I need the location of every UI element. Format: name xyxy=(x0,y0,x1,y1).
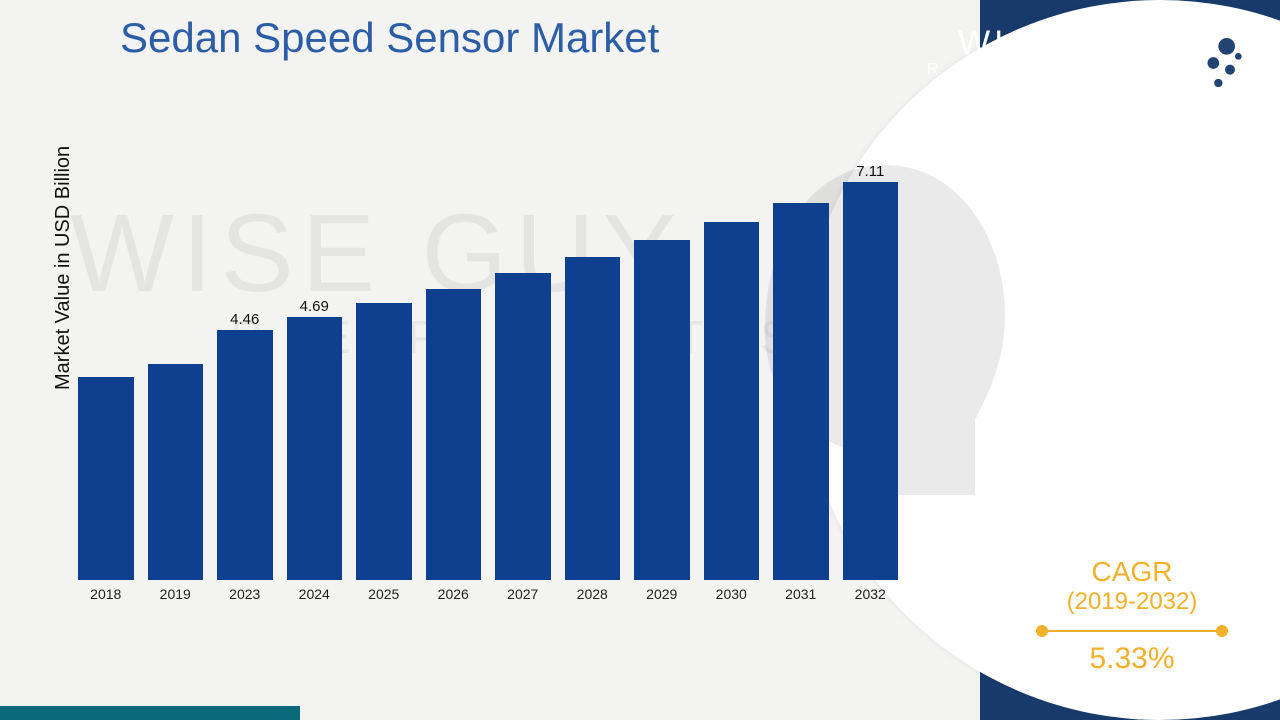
x-tick: 2023 xyxy=(217,582,273,602)
bar xyxy=(287,317,343,580)
y-axis-label: Market Value in USD Billion xyxy=(52,146,75,390)
bar-value-label: 7.11 xyxy=(856,163,884,180)
bar xyxy=(704,222,760,580)
cagr-divider xyxy=(1042,630,1222,632)
x-tick: 2025 xyxy=(356,582,412,602)
bar-wrap: 7.11 xyxy=(843,163,899,580)
x-tick: 2029 xyxy=(634,582,690,602)
bar-wrap xyxy=(495,273,551,580)
logo-line1: WISE GUY xyxy=(927,24,1160,63)
bar-chart: 4.46 4.69 7.11 xyxy=(78,160,898,580)
bar xyxy=(217,330,273,580)
bar xyxy=(148,364,204,580)
bar xyxy=(356,303,412,580)
bar xyxy=(565,257,621,580)
bar-value-label: 4.46 xyxy=(230,311,259,328)
brand-logo: WISE GUY R E P O R T S xyxy=(927,24,1160,79)
bar-wrap xyxy=(704,222,760,580)
cagr-dot-left xyxy=(1036,625,1048,637)
bar-wrap xyxy=(78,377,134,580)
bar xyxy=(773,203,829,580)
x-tick: 2031 xyxy=(773,582,829,602)
bar xyxy=(843,182,899,580)
cagr-range: (2019-2032) xyxy=(1012,588,1252,616)
x-axis: 2018 2019 2023 2024 2025 2026 2027 2028 2029 2030… xyxy=(78,582,898,602)
bar-wrap xyxy=(356,303,412,580)
x-tick: 2027 xyxy=(495,582,551,602)
x-tick: 2024 xyxy=(287,582,343,602)
bar-wrap xyxy=(565,257,621,580)
x-tick: 2030 xyxy=(704,582,760,602)
x-tick: 2019 xyxy=(148,582,204,602)
cagr-title: CAGR xyxy=(1012,556,1252,588)
x-tick: 2028 xyxy=(565,582,621,602)
x-tick: 2018 xyxy=(78,582,134,602)
bar xyxy=(495,273,551,580)
cagr-value: 5.33% xyxy=(1012,642,1252,676)
bar-wrap: 4.46 xyxy=(217,311,273,580)
cagr-block: CAGR (2019-2032) 5.33% xyxy=(1012,556,1252,676)
bar-value-label: 4.69 xyxy=(300,298,329,315)
logo-line2: R E P O R T S xyxy=(927,61,1160,79)
cagr-dot-right xyxy=(1216,625,1228,637)
bar-wrap xyxy=(148,364,204,580)
stage: WISE GUY R E P O R T S Sedan Speed Senso… xyxy=(0,0,1280,720)
chart-title: Sedan Speed Sensor Market xyxy=(120,14,659,62)
bar xyxy=(634,240,690,580)
bar-wrap xyxy=(426,289,482,580)
bar-wrap xyxy=(773,203,829,580)
logo-head-icon xyxy=(1190,18,1280,118)
bar-wrap: 4.69 xyxy=(287,298,343,580)
bar xyxy=(426,289,482,580)
bar xyxy=(78,377,134,580)
x-tick: 2026 xyxy=(426,582,482,602)
bottom-bar xyxy=(0,706,300,720)
bar-wrap xyxy=(634,240,690,580)
x-tick: 2032 xyxy=(843,582,899,602)
